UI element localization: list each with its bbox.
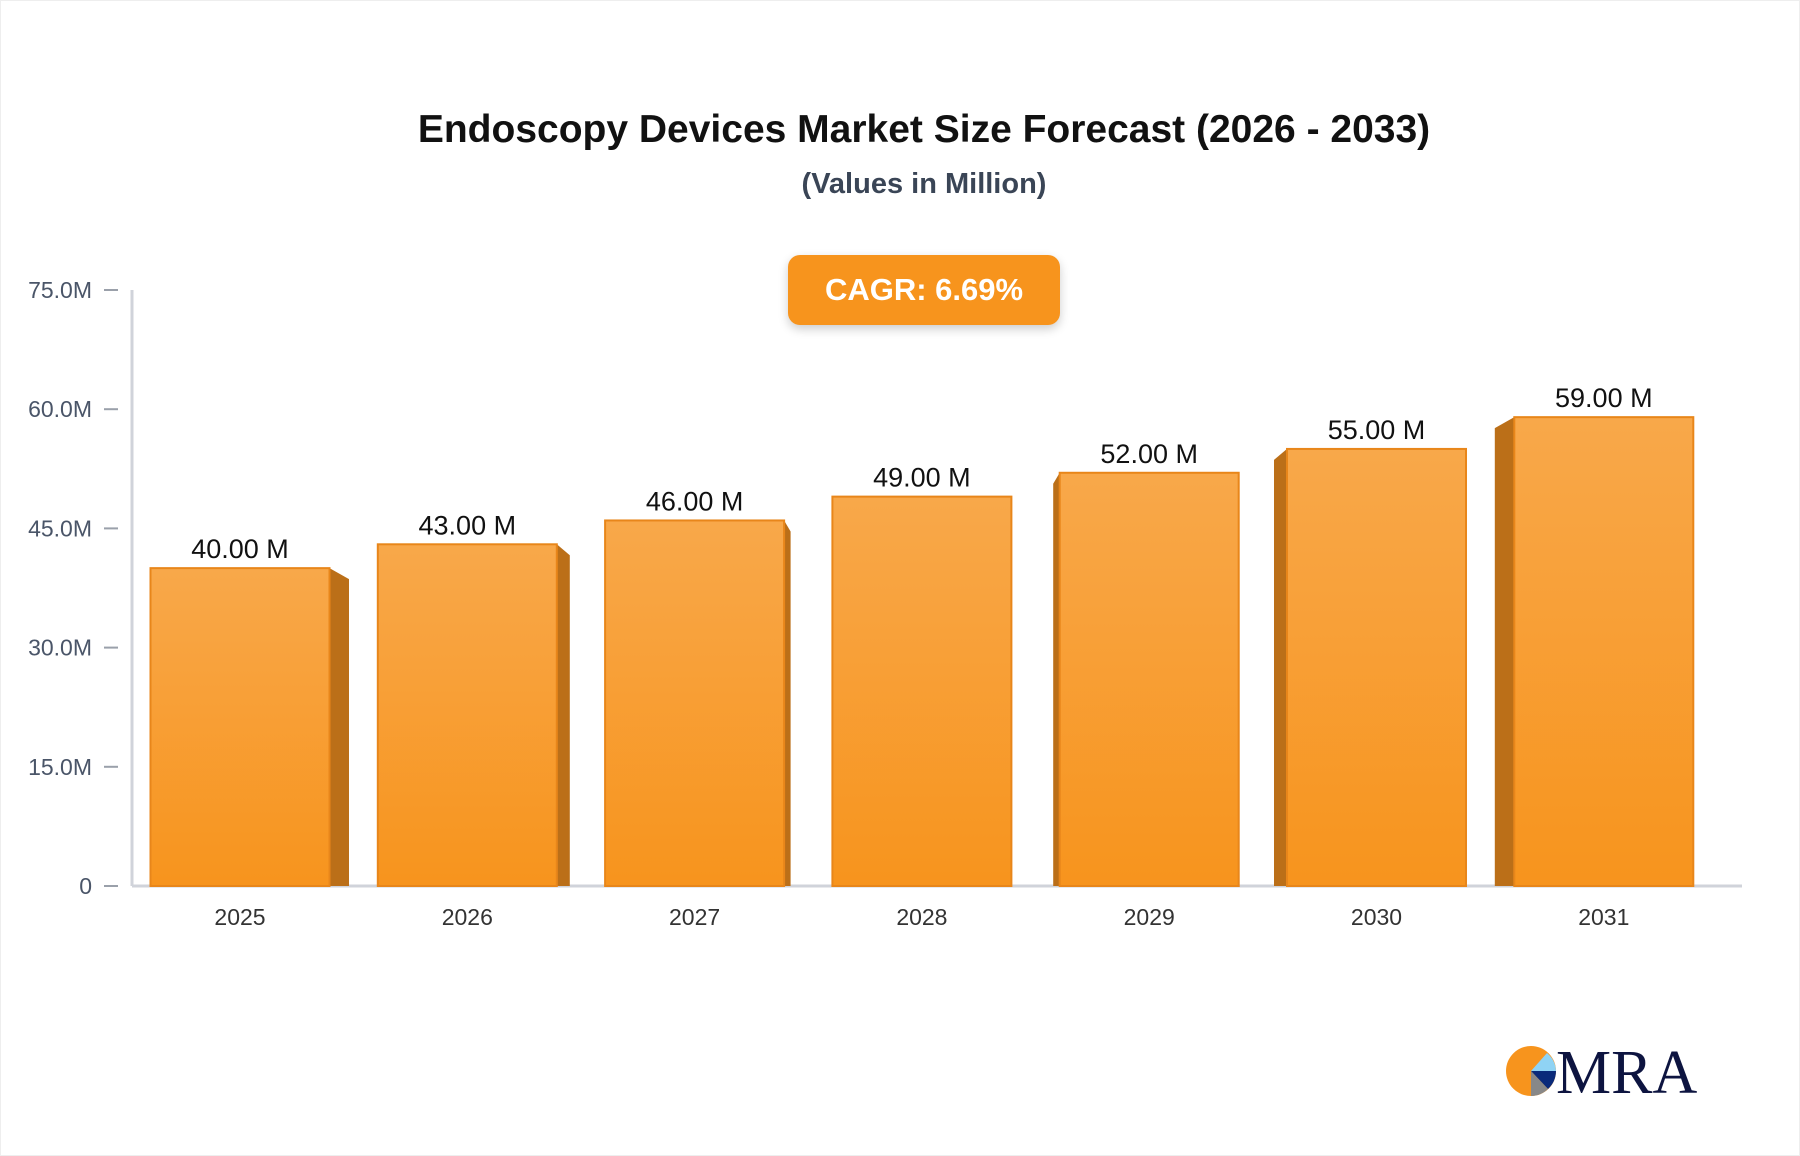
y-tick-label: 30.0M bbox=[28, 635, 92, 661]
cagr-badge: CAGR: 6.69% bbox=[788, 255, 1060, 325]
bar-2030 bbox=[1286, 447, 1467, 887]
x-tick-label: 2029 bbox=[1124, 904, 1175, 930]
data-label: 55.00 M bbox=[1328, 415, 1426, 445]
bar-2027 bbox=[604, 519, 786, 887]
x-tick-label: 2026 bbox=[442, 904, 493, 930]
bar-2028 bbox=[831, 495, 1013, 887]
x-tick-label: 2028 bbox=[896, 904, 947, 930]
y-tick-label: 60.0M bbox=[28, 396, 92, 422]
x-tick-label: 2025 bbox=[214, 904, 265, 930]
data-label: 59.00 M bbox=[1555, 383, 1653, 413]
bar-2031 bbox=[1513, 416, 1695, 887]
bar-2029 bbox=[1058, 471, 1240, 887]
bar-side bbox=[1494, 417, 1515, 886]
y-tick-label: 45.0M bbox=[28, 515, 92, 541]
data-label: 46.00 M bbox=[646, 486, 744, 516]
y-tick-label: 75.0M bbox=[28, 277, 92, 303]
bar-side bbox=[556, 544, 570, 886]
x-tick-label: 2030 bbox=[1351, 904, 1402, 930]
data-label: 40.00 M bbox=[191, 534, 289, 564]
data-label: 52.00 M bbox=[1100, 439, 1198, 469]
x-tick-label: 2031 bbox=[1578, 904, 1629, 930]
y-tick-label: 15.0M bbox=[28, 754, 92, 780]
chart-title: Endoscopy Devices Market Size Forecast (… bbox=[417, 108, 1431, 151]
x-tick-label: 2027 bbox=[669, 904, 720, 930]
mra-logo: MRA bbox=[1506, 1039, 1697, 1107]
logo-text: MRA bbox=[1556, 1039, 1697, 1107]
chart-subtitle: (Values in Million) bbox=[801, 168, 1047, 200]
data-label: 49.00 M bbox=[873, 463, 971, 493]
y-tick-label: 0 bbox=[79, 873, 92, 899]
bar-2026 bbox=[376, 543, 558, 887]
data-label: 43.00 M bbox=[419, 510, 517, 540]
bar-side bbox=[784, 520, 791, 886]
bar-side bbox=[1274, 448, 1287, 886]
bar-side bbox=[329, 568, 349, 886]
bar-2025 bbox=[149, 567, 331, 888]
bar-side bbox=[1053, 472, 1060, 886]
